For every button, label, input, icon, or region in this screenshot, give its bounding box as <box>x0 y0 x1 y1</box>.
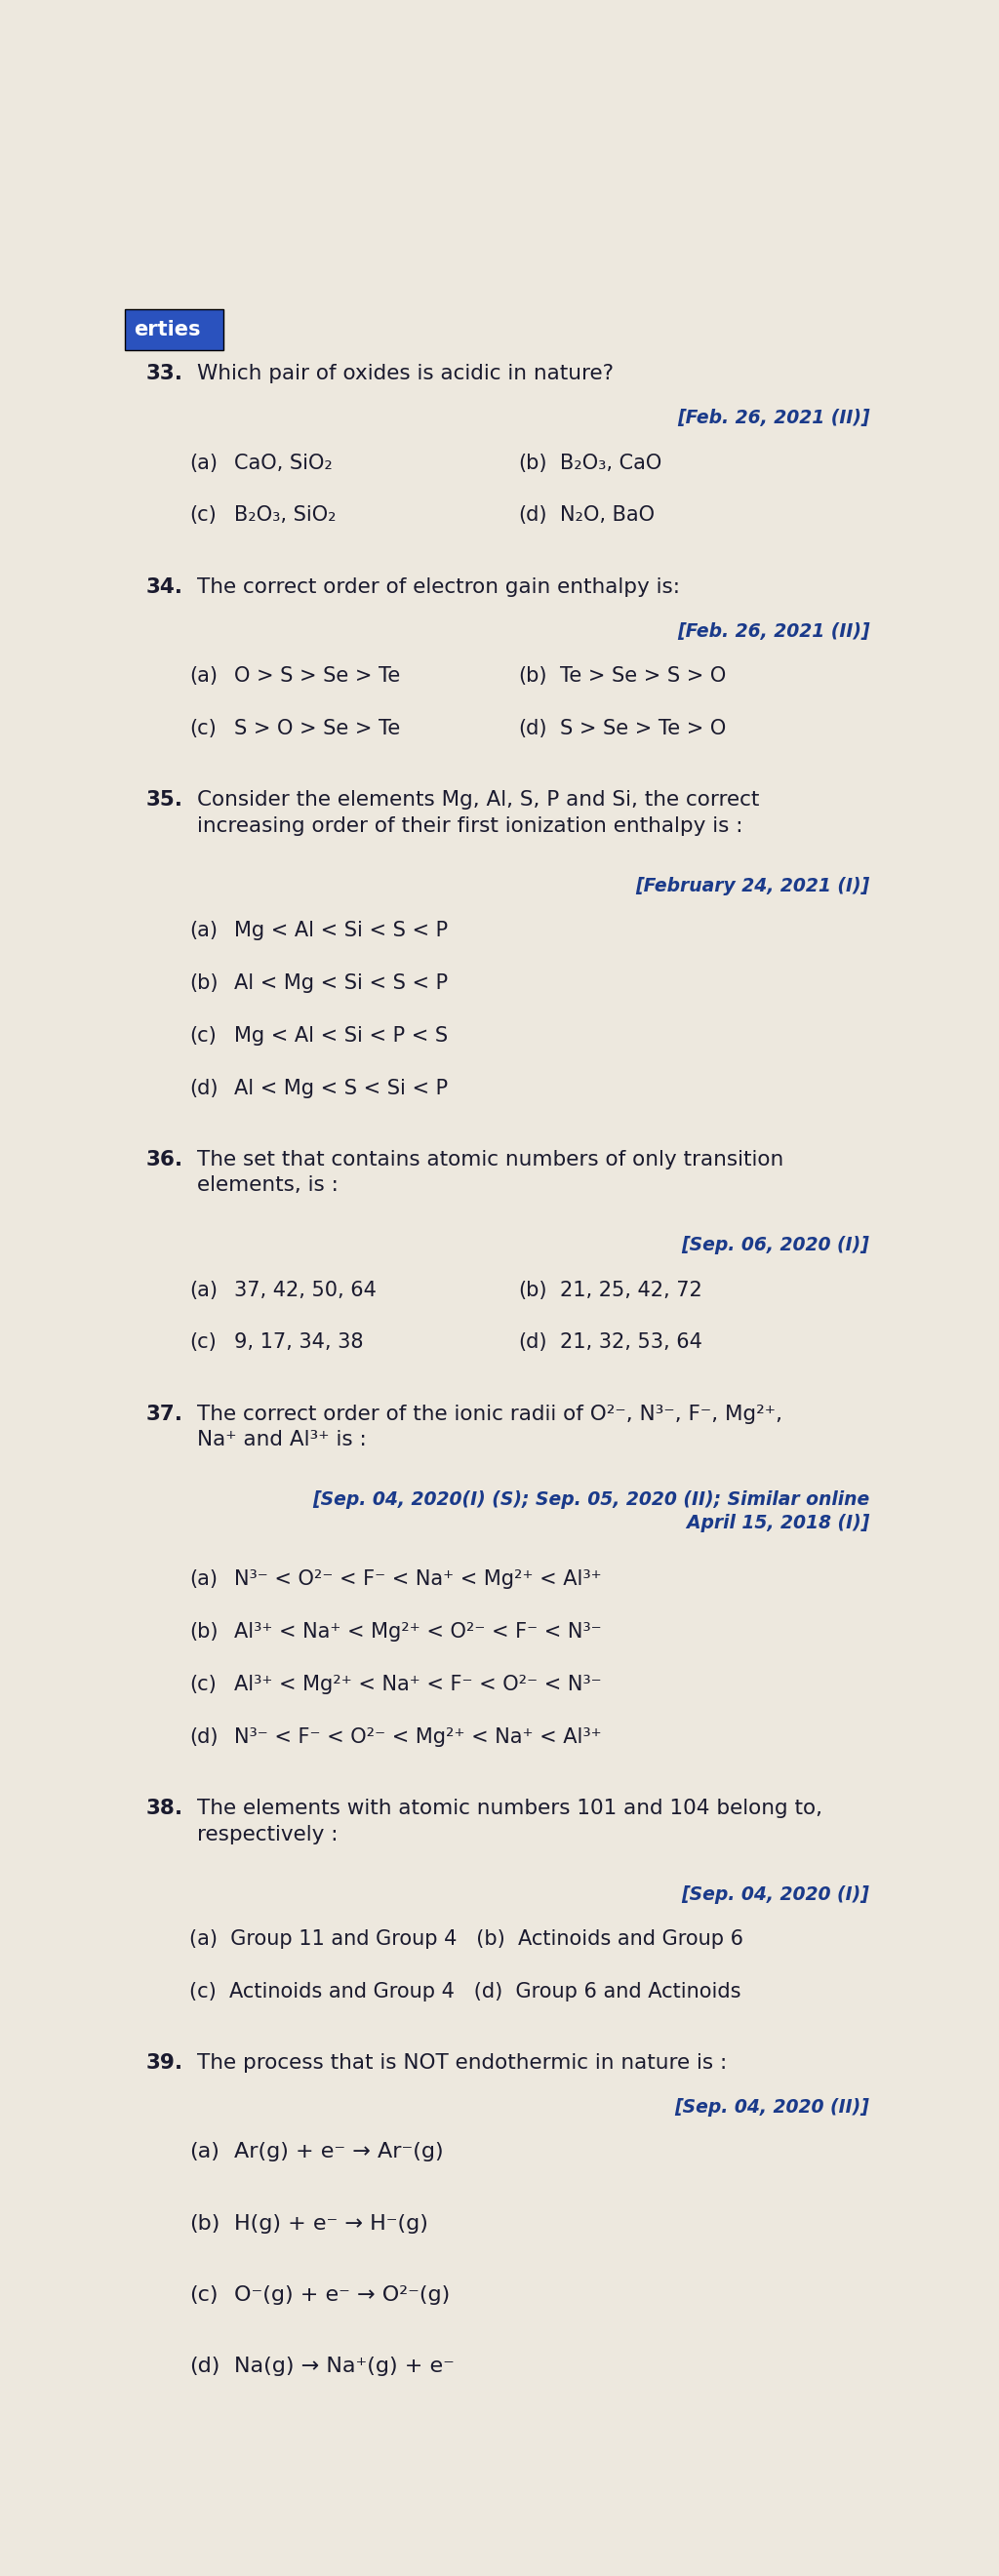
Text: N³⁻ < F⁻ < O²⁻ < Mg²⁺ < Na⁺ < Al³⁺: N³⁻ < F⁻ < O²⁻ < Mg²⁺ < Na⁺ < Al³⁺ <box>235 1728 602 1747</box>
Text: [Sep. 04, 2020 (I)]: [Sep. 04, 2020 (I)] <box>681 1886 869 1904</box>
Text: [Feb. 26, 2021 (II)]: [Feb. 26, 2021 (II)] <box>676 623 869 641</box>
Text: 21, 25, 42, 72: 21, 25, 42, 72 <box>559 1280 702 1301</box>
Text: (a)  Group 11 and Group 4   (b)  Actinoids and Group 6: (a) Group 11 and Group 4 (b) Actinoids a… <box>189 1929 743 1950</box>
Text: H(g) + e⁻ → H⁻(g): H(g) + e⁻ → H⁻(g) <box>235 2213 429 2233</box>
Text: [Sep. 04, 2020(I) (S); Sep. 05, 2020 (II); Similar online
                      : [Sep. 04, 2020(I) (S); Sep. 05, 2020 (II… <box>313 1492 869 1533</box>
Text: Al³⁺ < Na⁺ < Mg²⁺ < O²⁻ < F⁻ < N³⁻: Al³⁺ < Na⁺ < Mg²⁺ < O²⁻ < F⁻ < N³⁻ <box>235 1623 602 1641</box>
Text: N³⁻ < O²⁻ < F⁻ < Na⁺ < Mg²⁺ < Al³⁺: N³⁻ < O²⁻ < F⁻ < Na⁺ < Mg²⁺ < Al³⁺ <box>235 1569 602 1589</box>
Text: Al < Mg < S < Si < P: Al < Mg < S < Si < P <box>235 1079 449 1097</box>
Text: CaO, SiO₂: CaO, SiO₂ <box>235 453 333 471</box>
Text: (b): (b) <box>518 1280 546 1301</box>
Text: (c): (c) <box>189 1025 216 1046</box>
Text: (d): (d) <box>189 1728 218 1747</box>
Text: erties: erties <box>134 319 201 340</box>
Text: (b): (b) <box>518 667 546 685</box>
Text: 36.: 36. <box>146 1149 183 1170</box>
Text: S > Se > Te > O: S > Se > Te > O <box>559 719 725 739</box>
Text: [Feb. 26, 2021 (II)]: [Feb. 26, 2021 (II)] <box>676 410 869 428</box>
Text: The correct order of the ionic radii of O²⁻, N³⁻, F⁻, Mg²⁺,
Na⁺ and Al³⁺ is :: The correct order of the ionic radii of … <box>197 1404 782 1450</box>
Text: (c): (c) <box>189 2285 218 2306</box>
Text: [February 24, 2021 (I)]: [February 24, 2021 (I)] <box>635 876 869 894</box>
Text: (a): (a) <box>189 920 218 940</box>
Text: (c): (c) <box>189 1332 216 1352</box>
Text: (b): (b) <box>518 453 546 471</box>
Text: (d): (d) <box>518 719 546 739</box>
Text: O⁻(g) + e⁻ → O²⁻(g): O⁻(g) + e⁻ → O²⁻(g) <box>235 2285 451 2306</box>
Text: (d): (d) <box>518 505 546 526</box>
Text: The set that contains atomic numbers of only transition
elements, is :: The set that contains atomic numbers of … <box>197 1149 783 1195</box>
Text: (a): (a) <box>189 667 218 685</box>
Text: [Sep. 06, 2020 (I)]: [Sep. 06, 2020 (I)] <box>681 1236 869 1255</box>
Text: O > S > Se > Te: O > S > Se > Te <box>235 667 401 685</box>
Text: (a): (a) <box>189 1280 218 1301</box>
Text: Ar(g) + e⁻ → Ar⁻(g): Ar(g) + e⁻ → Ar⁻(g) <box>235 2143 444 2161</box>
Text: Consider the elements Mg, Al, S, P and Si, the correct
increasing order of their: Consider the elements Mg, Al, S, P and S… <box>197 791 759 835</box>
Text: Which pair of oxides is acidic in nature?: Which pair of oxides is acidic in nature… <box>197 363 613 384</box>
FancyBboxPatch shape <box>125 309 223 350</box>
Text: Al³⁺ < Mg²⁺ < Na⁺ < F⁻ < O²⁻ < N³⁻: Al³⁺ < Mg²⁺ < Na⁺ < F⁻ < O²⁻ < N³⁻ <box>235 1674 602 1695</box>
Text: 38.: 38. <box>146 1798 183 1819</box>
Text: 33.: 33. <box>146 363 183 384</box>
Text: (c): (c) <box>189 1674 216 1695</box>
Text: (a): (a) <box>189 1569 218 1589</box>
Text: [Sep. 04, 2020 (II)]: [Sep. 04, 2020 (II)] <box>674 2099 869 2117</box>
Text: 35.: 35. <box>146 791 183 809</box>
Text: (b): (b) <box>189 1623 218 1641</box>
Text: (a): (a) <box>189 2143 219 2161</box>
Text: (b): (b) <box>189 2213 220 2233</box>
Text: 37, 42, 50, 64: 37, 42, 50, 64 <box>235 1280 377 1301</box>
Text: Al < Mg < Si < S < P: Al < Mg < Si < S < P <box>235 974 449 992</box>
Text: Mg < Al < Si < P < S: Mg < Al < Si < P < S <box>235 1025 449 1046</box>
Text: B₂O₃, CaO: B₂O₃, CaO <box>559 453 661 471</box>
Text: Na(g) → Na⁺(g) + e⁻: Na(g) → Na⁺(g) + e⁻ <box>235 2357 455 2375</box>
Text: (b): (b) <box>189 974 218 992</box>
Text: (c)  Actinoids and Group 4   (d)  Group 6 and Actinoids: (c) Actinoids and Group 4 (d) Group 6 an… <box>189 1981 741 2002</box>
Text: Te > Se > S > O: Te > Se > S > O <box>559 667 725 685</box>
Text: The elements with atomic numbers 101 and 104 belong to,
respectively :: The elements with atomic numbers 101 and… <box>197 1798 822 1844</box>
Text: 37.: 37. <box>146 1404 183 1425</box>
Text: (c): (c) <box>189 505 216 526</box>
Text: B₂O₃, SiO₂: B₂O₃, SiO₂ <box>235 505 337 526</box>
Text: 39.: 39. <box>146 2053 183 2074</box>
Text: (a): (a) <box>189 453 218 471</box>
Text: 34.: 34. <box>146 577 183 598</box>
Text: (d): (d) <box>189 1079 218 1097</box>
Text: The correct order of electron gain enthalpy is:: The correct order of electron gain entha… <box>197 577 679 598</box>
Text: The process that is NOT endothermic in nature is :: The process that is NOT endothermic in n… <box>197 2053 726 2074</box>
Text: (d): (d) <box>189 2357 220 2375</box>
Text: 9, 17, 34, 38: 9, 17, 34, 38 <box>235 1332 364 1352</box>
Text: 21, 32, 53, 64: 21, 32, 53, 64 <box>559 1332 702 1352</box>
Text: (c): (c) <box>189 719 216 739</box>
Text: Mg < Al < Si < S < P: Mg < Al < Si < S < P <box>235 920 449 940</box>
Text: S > O > Se > Te: S > O > Se > Te <box>235 719 401 739</box>
Text: (d): (d) <box>518 1332 546 1352</box>
Text: N₂O, BaO: N₂O, BaO <box>559 505 654 526</box>
